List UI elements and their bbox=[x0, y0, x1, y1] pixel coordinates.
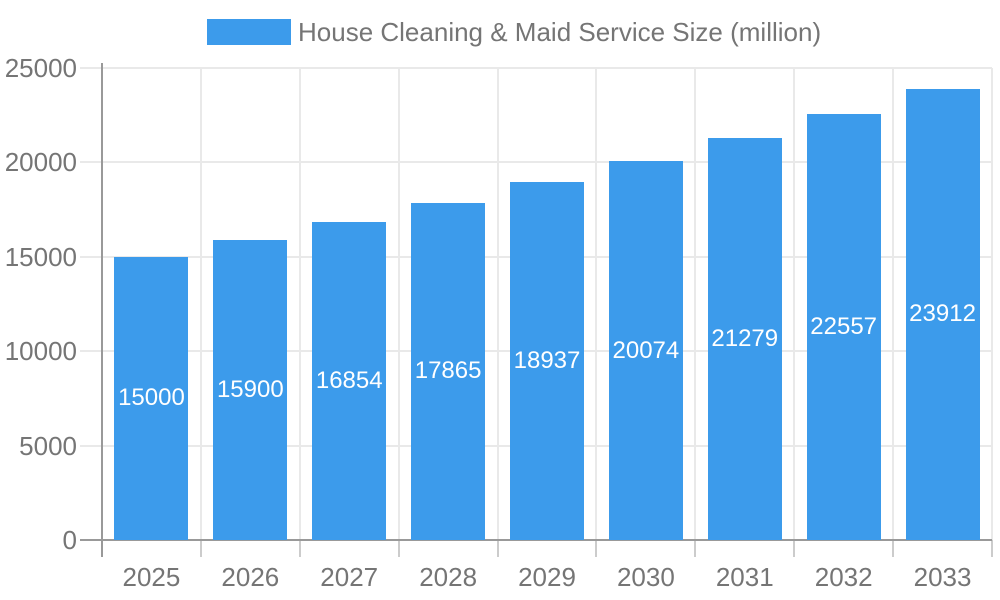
bar-value-label: 21279 bbox=[711, 325, 779, 353]
y-gridline bbox=[80, 161, 992, 164]
x-gridline bbox=[496, 68, 499, 540]
x-tick bbox=[892, 540, 895, 557]
x-tick bbox=[991, 540, 993, 557]
x-tick-label: 2033 bbox=[913, 562, 972, 592]
legend-item[interactable]: House Cleaning & Maid Service Size (mill… bbox=[207, 19, 821, 45]
y-tick-label: 0 bbox=[62, 525, 77, 555]
bar-value-label: 20074 bbox=[612, 336, 680, 364]
bar-value-label: 15000 bbox=[118, 384, 185, 412]
x-tick-label: 2032 bbox=[814, 562, 873, 592]
bar-value-label: 17865 bbox=[414, 357, 482, 385]
x-tick bbox=[199, 540, 202, 557]
bar-value-label: 23912 bbox=[909, 300, 976, 328]
x-tick-label: 2028 bbox=[419, 562, 478, 592]
x-tick-label: 2030 bbox=[616, 562, 675, 592]
bar-value-label: 22557 bbox=[810, 313, 878, 341]
x-tick-label: 2027 bbox=[320, 562, 379, 592]
bar bbox=[608, 161, 683, 540]
x-tick-label: 2026 bbox=[221, 562, 280, 592]
bar bbox=[114, 256, 189, 540]
x-tick-label: 2029 bbox=[518, 562, 576, 592]
x-tick bbox=[298, 540, 301, 557]
y-tick-label: 15000 bbox=[4, 241, 77, 272]
x-gridline bbox=[991, 68, 993, 540]
bar bbox=[312, 221, 387, 540]
bar bbox=[707, 138, 782, 540]
y-tick-label: 5000 bbox=[19, 430, 77, 461]
x-tick bbox=[595, 540, 598, 557]
x-tick-label: 2031 bbox=[715, 562, 774, 592]
bar-value-label: 16854 bbox=[315, 366, 383, 394]
x-gridline bbox=[298, 68, 301, 540]
x-tick bbox=[793, 540, 796, 557]
bar bbox=[213, 239, 288, 540]
x-gridline bbox=[397, 68, 400, 540]
x-tick bbox=[496, 540, 499, 557]
y-tick-label: 20000 bbox=[4, 147, 77, 178]
x-gridline bbox=[595, 68, 598, 540]
x-gridline bbox=[892, 68, 895, 540]
y-tick-label: 10000 bbox=[4, 336, 77, 367]
x-gridline bbox=[199, 68, 202, 540]
y-axis-line bbox=[101, 63, 103, 557]
x-tick bbox=[397, 540, 400, 557]
x-gridline bbox=[694, 68, 697, 540]
bar bbox=[905, 88, 980, 540]
x-tick bbox=[694, 540, 697, 557]
bar-value-label: 15900 bbox=[216, 375, 284, 403]
bar bbox=[510, 182, 584, 540]
legend-swatch bbox=[207, 19, 291, 45]
x-gridline bbox=[793, 68, 796, 540]
bar bbox=[411, 202, 486, 540]
x-axis-line bbox=[80, 539, 992, 541]
legend-label: House Cleaning & Maid Service Size (mill… bbox=[298, 17, 822, 47]
y-tick-label: 25000 bbox=[4, 53, 77, 83]
y-gridline bbox=[80, 67, 992, 69]
bar bbox=[806, 114, 881, 540]
bar-value-label: 18937 bbox=[513, 347, 581, 375]
x-tick-label: 2025 bbox=[122, 562, 181, 592]
